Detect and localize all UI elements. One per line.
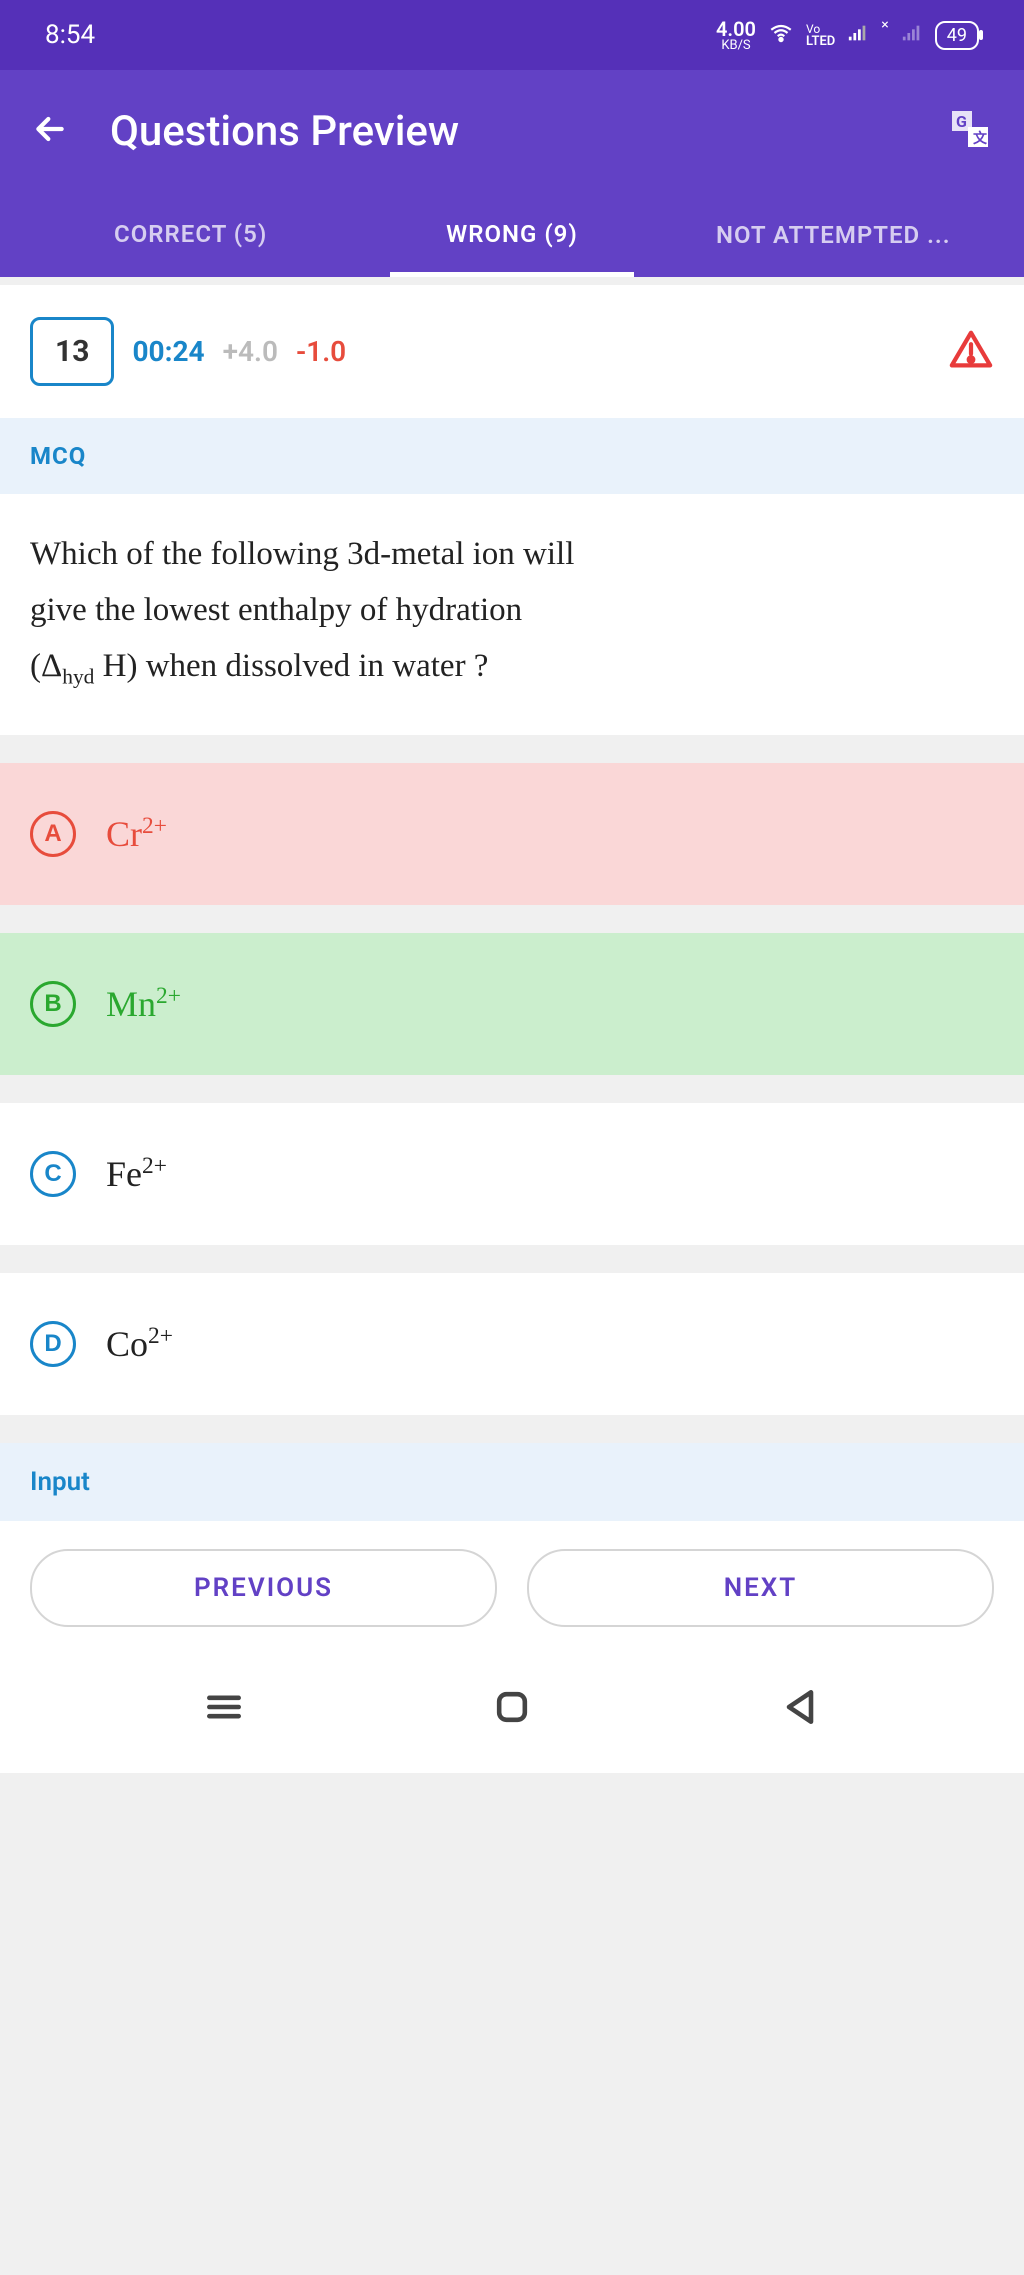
option-letter: B: [30, 981, 76, 1027]
option-letter: C: [30, 1151, 76, 1197]
signal-icon-2: [901, 22, 923, 49]
negative-marks: -1.0: [296, 335, 346, 368]
option-c[interactable]: C Fe2+: [0, 1103, 1024, 1245]
option-text: Co2+: [106, 1323, 173, 1365]
content-area: 13 00:24 +4.0 -1.0 MCQ Which of the foll…: [0, 285, 1024, 1773]
status-time: 8:54: [45, 20, 95, 50]
positive-marks: +4.0: [223, 335, 278, 368]
question-text: Which of the following 3d-metal ion will…: [0, 494, 1024, 735]
option-text: Mn2+: [106, 983, 181, 1025]
nav-buttons: PREVIOUS NEXT: [0, 1521, 1024, 1655]
back-nav-icon[interactable]: [778, 1685, 822, 1733]
home-icon[interactable]: [490, 1685, 534, 1733]
option-a[interactable]: A Cr2+: [0, 763, 1024, 905]
battery-icon: 49: [935, 21, 979, 50]
previous-button[interactable]: PREVIOUS: [30, 1549, 497, 1627]
warning-icon[interactable]: [948, 327, 994, 377]
translate-icon[interactable]: G 文: [946, 105, 994, 157]
wifi-icon: [768, 20, 794, 51]
svg-text:文: 文: [973, 130, 988, 147]
tab-bar: CORRECT (5) WRONG (9) NOT ATTEMPTED ...: [30, 202, 994, 277]
tab-not-attempted[interactable]: NOT ATTEMPTED ...: [673, 202, 994, 277]
svg-text:G: G: [956, 112, 967, 131]
option-b[interactable]: B Mn2+: [0, 933, 1024, 1075]
input-label[interactable]: Input: [0, 1443, 1024, 1521]
question-header: 13 00:24 +4.0 -1.0: [0, 285, 1024, 418]
menu-icon[interactable]: [202, 1685, 246, 1733]
system-nav-bar: [0, 1655, 1024, 1773]
option-letter: D: [30, 1321, 76, 1367]
status-bar: 8:54 4.00 KB/S Vo LTED ×: [0, 0, 1024, 70]
options-list: A Cr2+ B Mn2+ C Fe2+ D Co2+: [0, 763, 1024, 1415]
app-header: Questions Preview G 文 CORRECT (5) WRONG …: [0, 70, 1024, 277]
close-icon: ×: [881, 17, 888, 33]
option-letter: A: [30, 811, 76, 857]
next-button[interactable]: NEXT: [527, 1549, 994, 1627]
status-kbs: 4.00 KB/S: [716, 19, 756, 52]
option-text: Cr2+: [106, 813, 167, 855]
back-arrow-icon[interactable]: [30, 109, 70, 153]
page-title: Questions Preview: [110, 107, 906, 156]
question-number: 13: [30, 317, 114, 386]
option-d[interactable]: D Co2+: [0, 1273, 1024, 1415]
tab-correct[interactable]: CORRECT (5): [30, 202, 351, 277]
status-indicators: 4.00 KB/S Vo LTED × 49: [716, 19, 979, 52]
tab-wrong[interactable]: WRONG (9): [351, 202, 672, 277]
mcq-label: MCQ: [0, 418, 1024, 494]
signal-icon: [847, 22, 869, 49]
question-time: 00:24: [132, 335, 204, 368]
lte-icon: Vo LTED: [806, 23, 835, 48]
option-text: Fe2+: [106, 1153, 167, 1195]
